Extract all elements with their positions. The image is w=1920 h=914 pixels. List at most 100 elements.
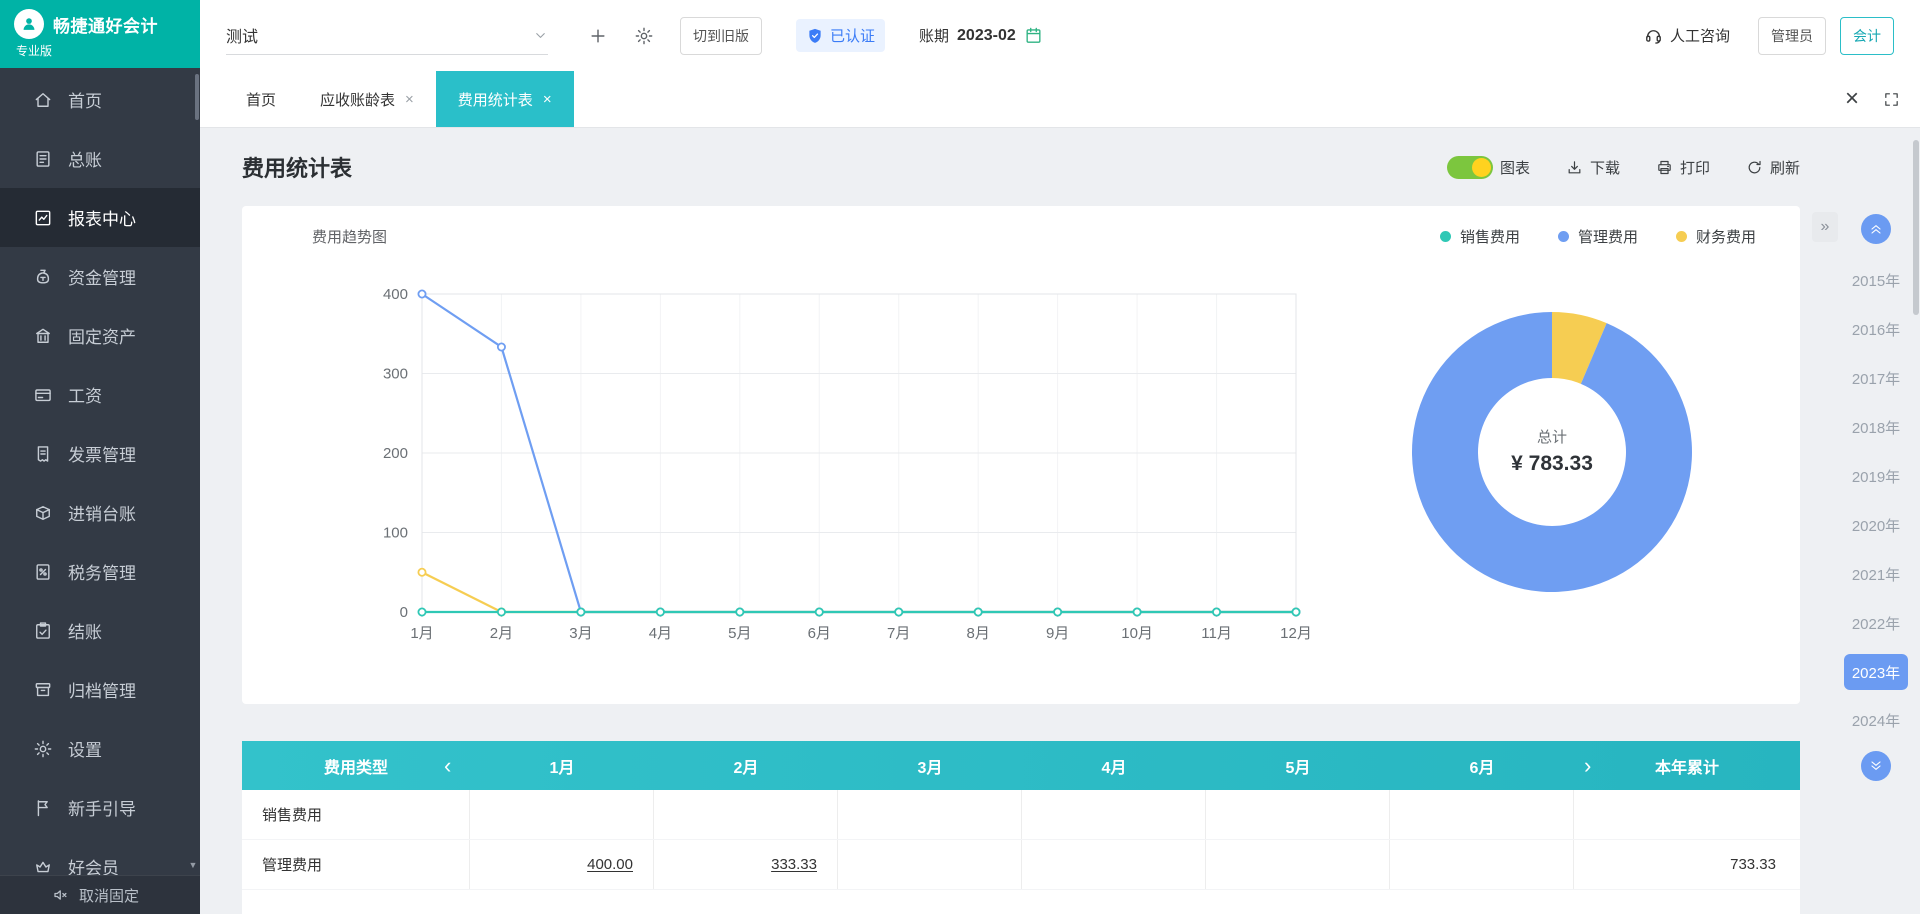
year-2021年[interactable]: 2021年 xyxy=(1851,567,1901,584)
legend-财务费用[interactable]: 财务费用 xyxy=(1675,226,1756,247)
year-2015年[interactable]: 2015年 xyxy=(1851,273,1901,290)
brand-header: 畅捷通好会计 专业版 xyxy=(0,0,200,68)
sidebar-item-closing[interactable]: 结账 xyxy=(0,601,200,660)
certified-badge[interactable]: 已认证 xyxy=(796,19,886,52)
sidebar-item-inventory[interactable]: 进销台账 xyxy=(0,483,200,542)
year-2019年[interactable]: 2019年 xyxy=(1851,469,1901,486)
row-expense-type: 销售费用 xyxy=(242,790,470,839)
archive-icon xyxy=(33,680,53,700)
brand-name: 畅捷通好会计 xyxy=(53,16,158,36)
cell-month-value xyxy=(1206,790,1390,839)
tabbar: 首页 应收账龄表 × 费用统计表 × × xyxy=(200,71,1920,128)
table-row: 销售费用 xyxy=(242,790,1800,840)
chart-legend: 销售费用 管理费用 财务费用 xyxy=(1439,226,1756,247)
legend-dot xyxy=(1557,231,1569,242)
tab-应收账龄表[interactable]: 应收账龄表 × xyxy=(298,71,436,127)
drilldown-link[interactable]: 333.33 xyxy=(771,856,817,873)
sidebar-item-ledger[interactable]: 总账 xyxy=(0,129,200,188)
years-scroll-down-button[interactable] xyxy=(1861,751,1891,781)
calendar-icon[interactable] xyxy=(1024,26,1043,45)
shield-icon xyxy=(806,27,824,45)
tab-首页[interactable]: 首页 xyxy=(224,71,298,127)
sidebar-item-settings[interactable]: 设置 xyxy=(0,719,200,778)
col-expense-type: 费用类型 xyxy=(323,759,388,777)
consult-button[interactable]: 人工咨询 xyxy=(1644,25,1730,46)
refresh-icon xyxy=(1746,159,1763,176)
years-scroll-up-button[interactable] xyxy=(1861,214,1891,244)
role-button[interactable]: 会计 xyxy=(1840,16,1894,55)
sidebar-item-label: 设置 xyxy=(68,741,102,760)
expense-trend-chart: 0 100 200 300 400 1月 2月 3月 4月 5月 6月 7月 8月 9月 10月 11月 12月 xyxy=(312,264,1312,661)
account-set-select[interactable]: 测试 xyxy=(226,16,548,55)
report-icon xyxy=(33,208,53,228)
fullscreen-icon[interactable] xyxy=(1883,91,1900,108)
cell-month-value xyxy=(1022,840,1206,889)
toggle-switch[interactable] xyxy=(1446,155,1493,179)
sidebar-scrollbar[interactable] xyxy=(195,74,199,120)
topbar: 测试 切到旧版 已认证 账期 2023-02 人工咨询 管理员 会计 xyxy=(200,0,1920,71)
cell-month-value xyxy=(838,790,1022,839)
svg-text:100: 100 xyxy=(383,525,408,542)
sidebar-item-tax[interactable]: 税务管理 xyxy=(0,542,200,601)
year-2018年[interactable]: 2018年 xyxy=(1851,420,1901,437)
unpin-icon xyxy=(52,886,70,904)
sidebar-item-asset[interactable]: 固定资产 xyxy=(0,306,200,365)
sidebar-item-salary[interactable]: 工资 xyxy=(0,365,200,424)
sidebar-scroll-down-arrow[interactable]: ▼ xyxy=(188,860,198,870)
tax-icon xyxy=(33,562,53,582)
sidebar-unpin-button[interactable]: 取消固定 xyxy=(0,875,200,914)
refresh-button[interactable]: 刷新 xyxy=(1746,157,1800,178)
sidebar-item-fund[interactable]: 资金管理 xyxy=(0,247,200,306)
chart-view-toggle[interactable]: 图表 xyxy=(1446,155,1530,179)
prev-months-arrow[interactable]: ‹ xyxy=(444,752,452,778)
year-2022年[interactable]: 2022年 xyxy=(1851,616,1901,633)
legend-销售费用[interactable]: 销售费用 xyxy=(1439,226,1520,247)
cell-month-value xyxy=(838,840,1022,889)
svg-text:8月: 8月 xyxy=(967,625,990,642)
main-area: 测试 切到旧版 已认证 账期 2023-02 人工咨询 管理员 会计 xyxy=(200,0,1920,914)
sidebar-item-invoice[interactable]: 发票管理 xyxy=(0,424,200,483)
sidebar-item-archive[interactable]: 归档管理 xyxy=(0,660,200,719)
tab-label: 应收账龄表 xyxy=(320,91,396,109)
sidebar-item-member[interactable]: 好会员 xyxy=(0,837,200,875)
svg-text:300: 300 xyxy=(383,366,408,383)
print-button[interactable]: 打印 xyxy=(1656,157,1710,178)
sidebar-item-label: 进销台账 xyxy=(68,505,136,524)
svg-text:11月: 11月 xyxy=(1201,625,1232,642)
sidebar-item-report[interactable]: 报表中心 xyxy=(0,188,200,247)
settings-gear-button[interactable] xyxy=(634,26,654,46)
tab-close-icon[interactable]: × xyxy=(405,90,414,108)
svg-text:10月: 10月 xyxy=(1121,625,1153,642)
year-2024年[interactable]: 2024年 xyxy=(1851,713,1901,730)
tab-费用统计表[interactable]: 费用统计表 × xyxy=(435,71,574,127)
svg-text:9月: 9月 xyxy=(1046,625,1069,642)
tab-close-icon[interactable]: × xyxy=(542,90,552,108)
close-tab-icon[interactable]: × xyxy=(1844,85,1859,112)
sidebar-item-guide[interactable]: 新手引导 xyxy=(0,778,200,837)
sidebar-item-label: 发票管理 xyxy=(68,446,136,465)
add-account-set-button[interactable] xyxy=(588,26,608,46)
fund-icon xyxy=(33,267,53,287)
accounting-period[interactable]: 账期 2023-02 xyxy=(919,25,1043,46)
refresh-label: 刷新 xyxy=(1769,159,1800,177)
sidebar-item-home[interactable]: 首页 xyxy=(0,70,200,129)
next-months-arrow[interactable]: › xyxy=(1584,752,1592,778)
expense-table: 费用类型 1月 2月 3月 4月 5月 6月 本年累计 ‹ › 销售费用 管理费用 400.00 333.… xyxy=(242,741,1800,914)
drilldown-link[interactable]: 400.00 xyxy=(587,856,633,873)
page-scrollbar[interactable] xyxy=(1913,140,1919,315)
admin-button[interactable]: 管理员 xyxy=(1758,16,1826,55)
legend-管理费用[interactable]: 管理费用 xyxy=(1557,226,1638,247)
legend-label: 销售费用 xyxy=(1459,229,1520,246)
download-button[interactable]: 下载 xyxy=(1566,157,1620,178)
year-2017年[interactable]: 2017年 xyxy=(1851,371,1901,388)
col-month: 3月 xyxy=(917,759,943,777)
year-2023年[interactable]: 2023年 xyxy=(1844,654,1908,690)
home-icon xyxy=(33,90,53,110)
year-2020年[interactable]: 2020年 xyxy=(1851,518,1901,535)
year-2016年[interactable]: 2016年 xyxy=(1851,322,1901,339)
account-set-value: 测试 xyxy=(226,29,259,46)
switch-old-version-button[interactable]: 切到旧版 xyxy=(680,16,762,55)
sidebar-item-label: 结账 xyxy=(68,623,102,642)
sidebar: 畅捷通好会计 专业版 首页 总账 报表中心 资金管理 固定资产 工资发票管理进销台账税务管… xyxy=(0,0,200,914)
collapse-panel-handle[interactable]: » xyxy=(1812,212,1838,242)
